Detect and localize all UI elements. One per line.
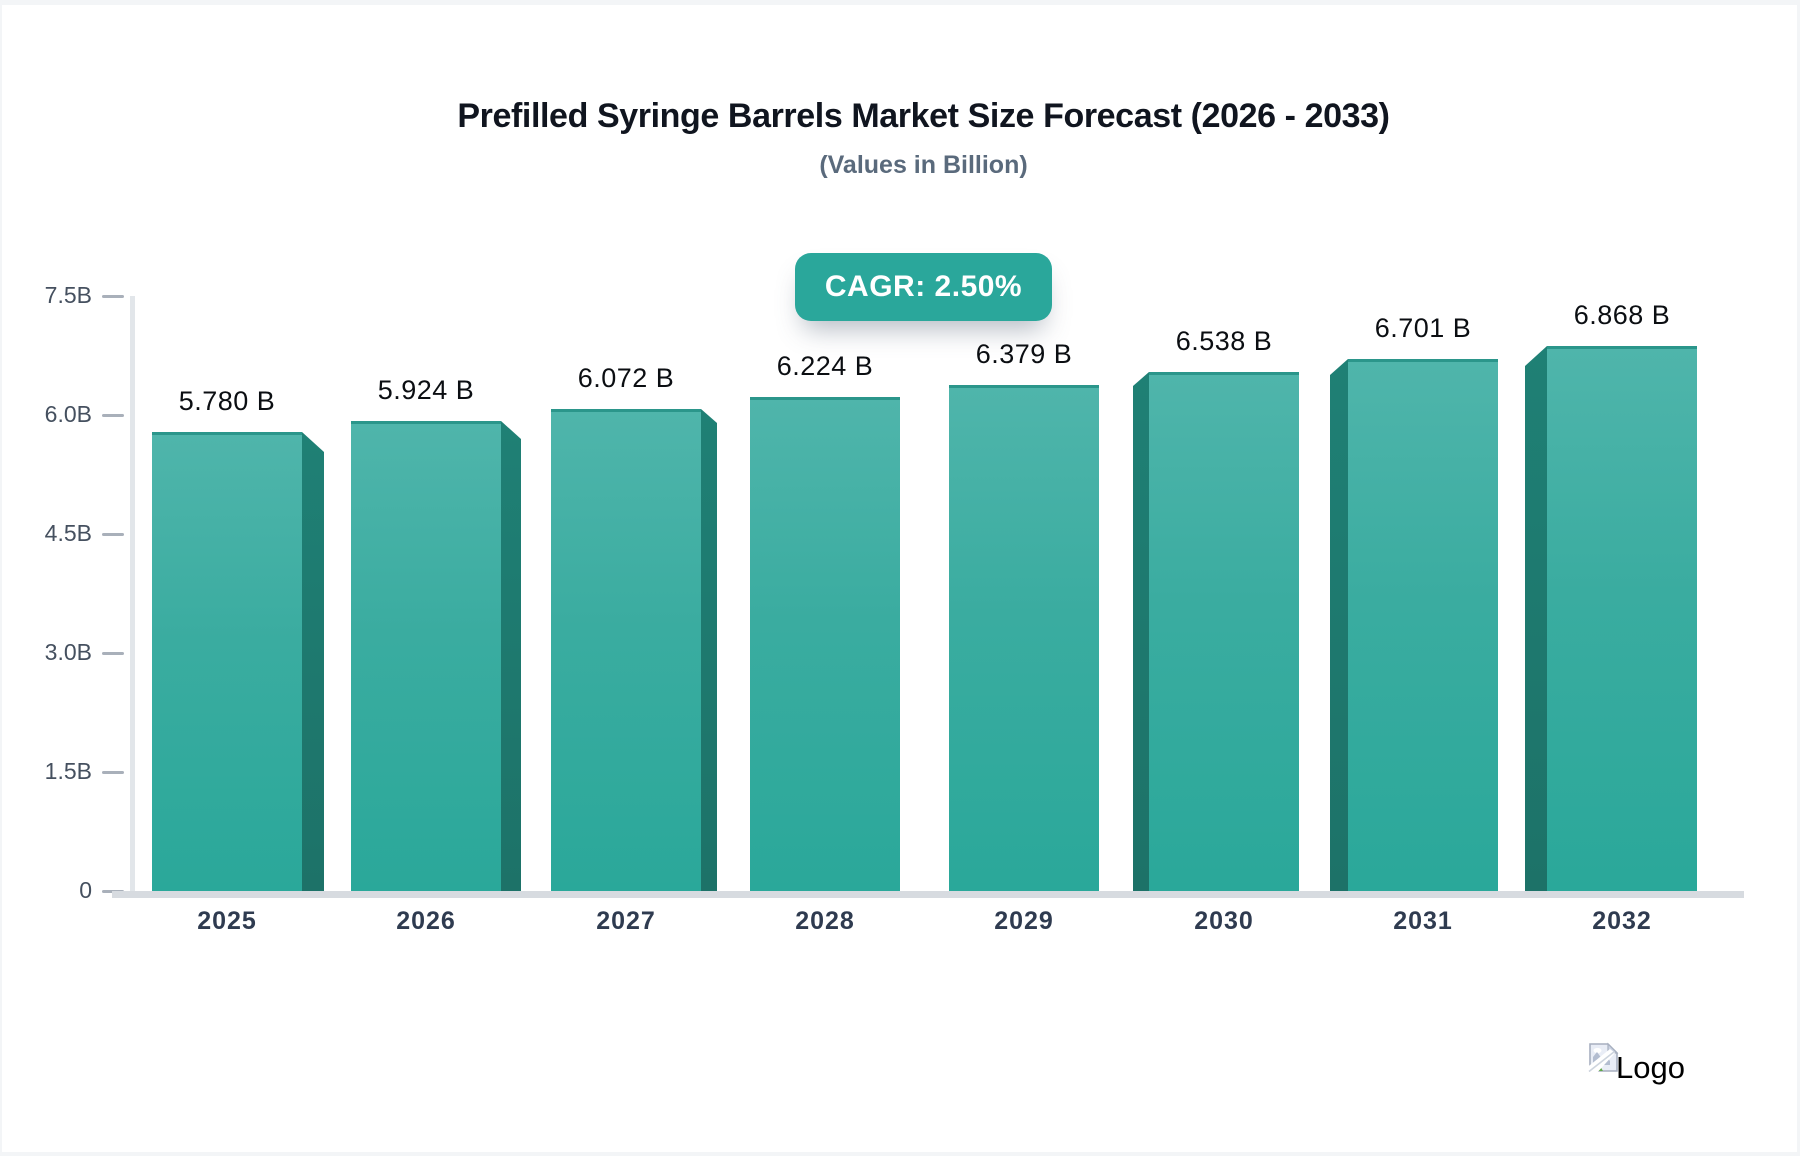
y-axis-tick-mark	[102, 652, 124, 655]
bar-2030	[1149, 372, 1299, 893]
y-axis-tick-label: 6.0B	[44, 401, 92, 427]
y-axis-line	[130, 296, 135, 898]
chart-subtitle: (Values in Billion)	[819, 151, 1028, 179]
bar-value-label-2030: 6.538 B	[1175, 326, 1273, 356]
x-axis-label-2028: 2028	[795, 907, 855, 935]
x-axis-label-2025: 2025	[197, 907, 257, 935]
broken-image-icon	[1588, 1042, 1619, 1073]
chart-card: Prefilled Syringe Barrels Market Size Fo…	[2, 5, 1797, 1152]
bar-side-2026	[501, 421, 521, 893]
bar-side-2025	[302, 432, 324, 893]
y-axis-tick-mark	[102, 533, 124, 536]
logo-alt-text: Logo	[1616, 1050, 1685, 1085]
bar-value-label-2031: 6.701 B	[1374, 313, 1472, 343]
x-axis-label-2030: 2030	[1194, 907, 1254, 935]
logo: Logo	[1588, 1042, 1685, 1083]
y-axis-tick-label: 7.5B	[44, 282, 92, 308]
bar-2032	[1547, 346, 1697, 893]
cagr-badge-row: CAGR: 2.50%	[50, 253, 1797, 321]
y-axis-tick-label: 4.5B	[44, 520, 92, 546]
y-axis-tick-mark	[102, 295, 124, 298]
bar-side-2030	[1133, 372, 1149, 893]
bar-2029	[949, 385, 1099, 893]
x-axis-label-2032: 2032	[1592, 907, 1652, 935]
bar-value-label-2028: 6.224 B	[776, 351, 874, 381]
bar-value-label-2025: 5.780 B	[178, 386, 276, 416]
bar-side-2032	[1525, 346, 1547, 893]
bar-2026	[351, 421, 501, 893]
bar-2025	[152, 432, 302, 893]
bar-chart: 7.5B 6.0B 4.5B 3.0B 1.5B 0 5.780 B 2025 5.924 B 2…	[2, 5, 1797, 1152]
y-axis-tick-label: 1.5B	[44, 758, 92, 784]
y-axis-tick-mark	[102, 771, 124, 774]
bar-value-label-2027: 6.072 B	[577, 363, 675, 393]
cagr-badge: CAGR: 2.50%	[794, 253, 1053, 321]
bar-value-label-2029: 6.379 B	[975, 339, 1073, 369]
x-axis-label-2029: 2029	[994, 907, 1054, 935]
x-axis-label-2026: 2026	[396, 907, 456, 935]
bar-value-label-2026: 5.924 B	[377, 375, 475, 405]
bar-2031	[1348, 359, 1498, 893]
bar-side-2027	[701, 409, 717, 893]
bar-2028	[750, 397, 900, 893]
bar-value-label-2032: 6.868 B	[1573, 300, 1671, 330]
x-axis-label-2031: 2031	[1393, 907, 1453, 935]
y-axis-tick-label: 3.0B	[44, 639, 92, 665]
x-axis-line	[112, 891, 1744, 898]
bar-2027	[551, 409, 701, 893]
y-axis-tick-label: 0	[79, 877, 92, 903]
chart-title: Prefilled Syringe Barrels Market Size Fo…	[457, 97, 1390, 135]
x-axis-label-2027: 2027	[596, 907, 656, 935]
bar-side-2031	[1330, 359, 1348, 893]
y-axis-tick-mark	[102, 414, 124, 417]
